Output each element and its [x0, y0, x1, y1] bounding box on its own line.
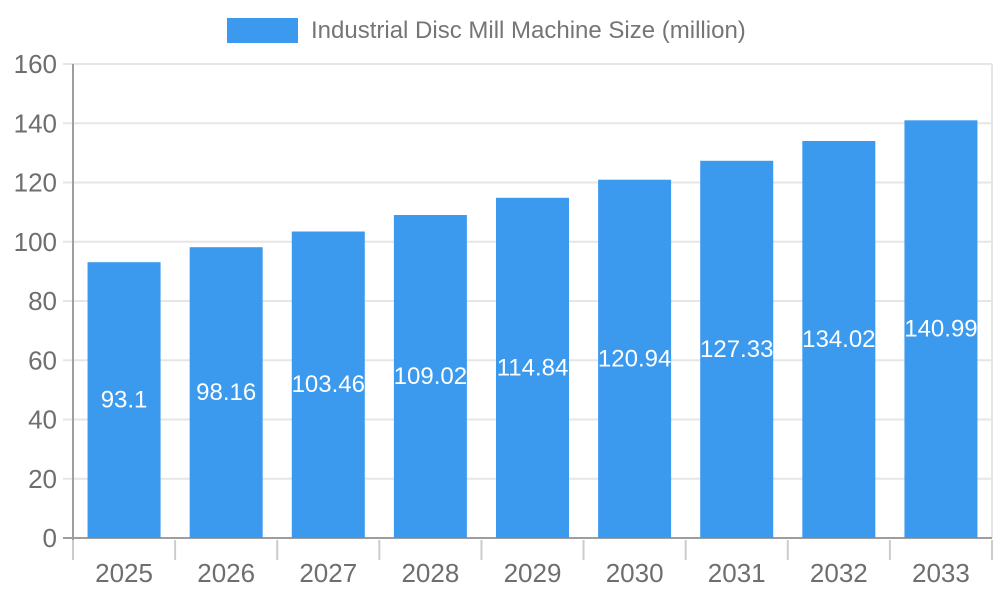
bar-value-label-2025: 93.1 — [101, 387, 148, 414]
x-axis-label-2027: 2027 — [299, 558, 357, 588]
bar-value-label-2032: 134.02 — [802, 326, 875, 353]
y-axis-label-20: 20 — [28, 464, 57, 494]
bar-2028[interactable] — [393, 215, 467, 538]
x-axis-label-2028: 2028 — [401, 558, 459, 588]
bar-2025[interactable] — [87, 262, 161, 538]
y-axis-label-120: 120 — [14, 168, 57, 198]
bar-value-label-2031: 127.33 — [700, 336, 773, 363]
y-axis-label-140: 140 — [14, 108, 57, 138]
bar-2027[interactable] — [291, 231, 365, 538]
chart-legend: Industrial Disc Mill Machine Size (milli… — [227, 18, 746, 43]
bar-value-label-2027: 103.46 — [292, 371, 365, 398]
bar-value-label-2028: 109.02 — [394, 363, 467, 390]
bar-value-label-2033: 140.99 — [904, 316, 977, 343]
y-axis-label-60: 60 — [28, 345, 57, 375]
bar-2032[interactable] — [802, 140, 876, 538]
y-axis-label-0: 0 — [43, 523, 57, 553]
legend-swatch — [227, 18, 298, 43]
bar-2031[interactable] — [700, 160, 774, 538]
x-axis-label-2026: 2026 — [197, 558, 255, 588]
x-axis-label-2032: 2032 — [810, 558, 868, 588]
y-axis-label-100: 100 — [14, 227, 57, 257]
x-axis-label-2030: 2030 — [606, 558, 664, 588]
y-axis-label-40: 40 — [28, 405, 57, 435]
y-axis-label-160: 160 — [14, 49, 57, 79]
x-axis-label-2025: 2025 — [95, 558, 153, 588]
bar-value-label-2029: 114.84 — [497, 354, 569, 381]
bar-2026[interactable] — [189, 247, 263, 539]
x-axis-label-2029: 2029 — [504, 558, 562, 588]
y-axis-label-80: 80 — [28, 286, 57, 316]
bar-value-label-2026: 98.16 — [196, 379, 256, 406]
bar-2033[interactable] — [904, 120, 978, 538]
bar-value-label-2030: 120.94 — [598, 345, 671, 372]
x-axis-label-2033: 2033 — [912, 558, 970, 588]
x-axis-label-2031: 2031 — [708, 558, 766, 588]
bar-2030[interactable] — [598, 179, 672, 538]
legend-label: Industrial Disc Mill Machine Size (milli… — [311, 17, 746, 44]
bar-2029[interactable] — [496, 197, 569, 538]
